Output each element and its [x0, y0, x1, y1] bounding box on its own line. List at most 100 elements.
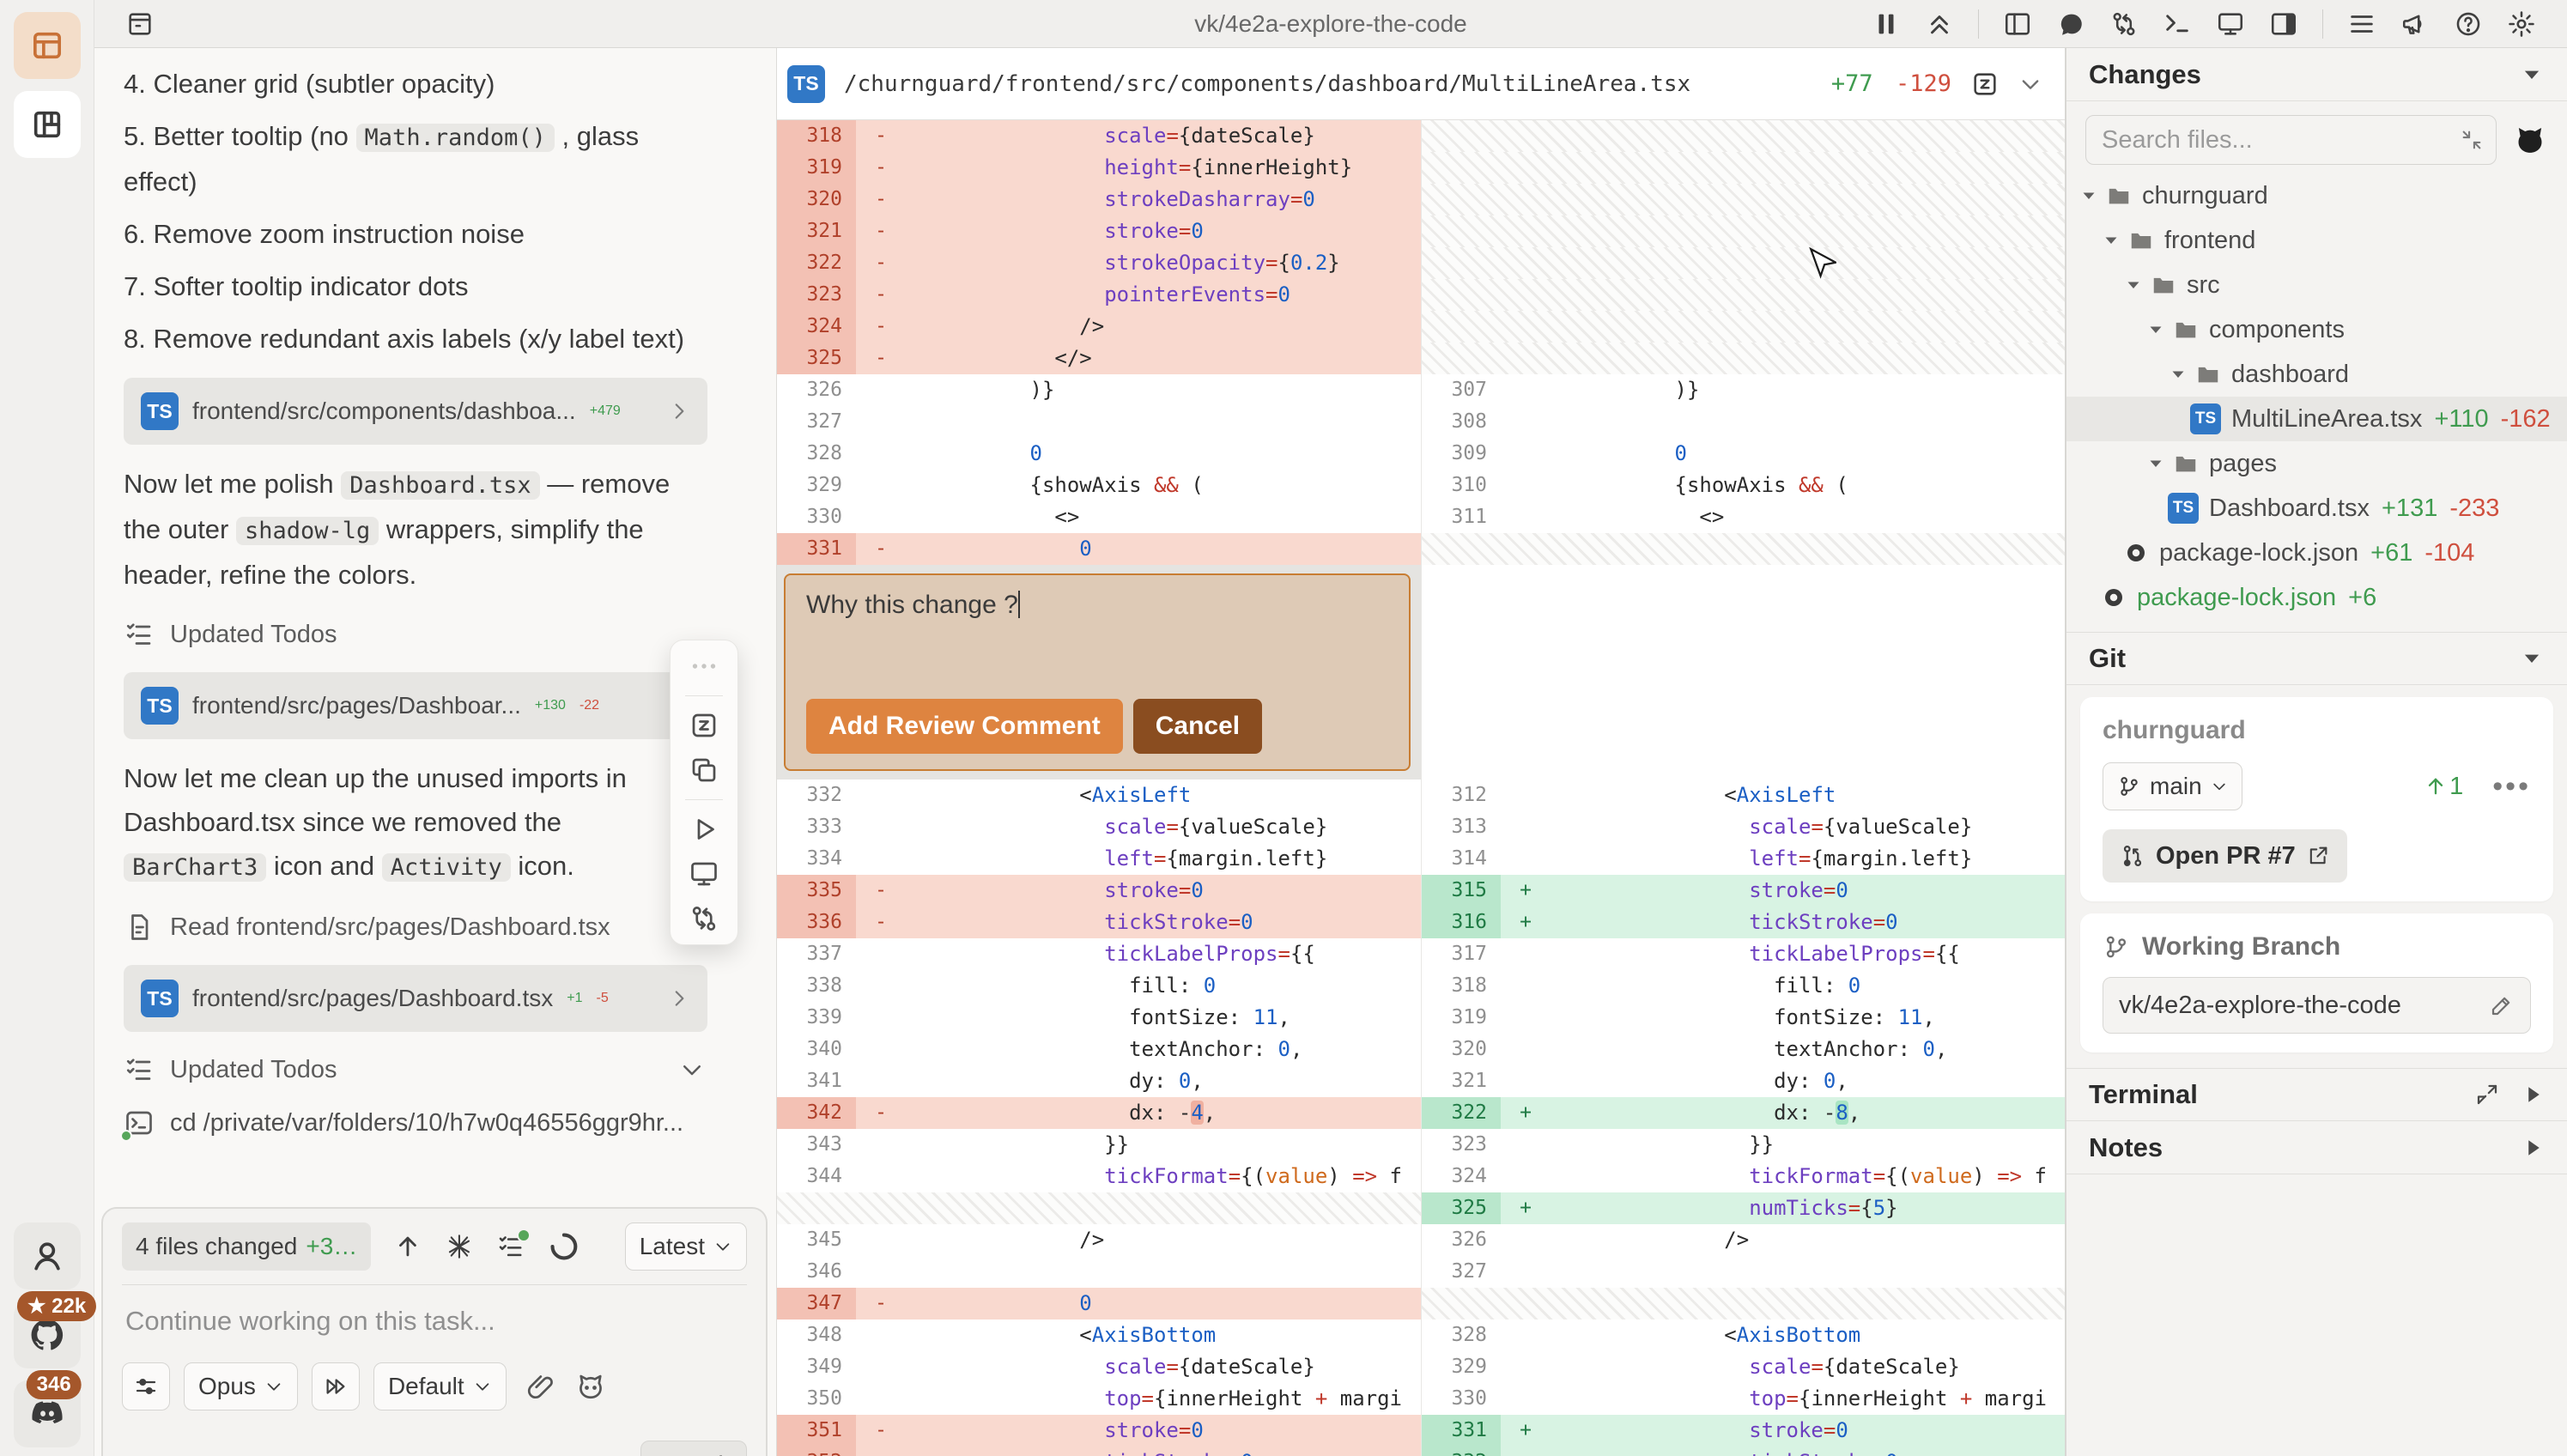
chevrons-up-icon[interactable] [1925, 9, 1954, 39]
diff-line-ctx[interactable]: 317 tickLabelProps={{ [1421, 938, 2065, 970]
browser-tab-icon[interactable] [125, 9, 155, 39]
cancel-comment-button[interactable]: Cancel [1133, 699, 1262, 754]
todos-row[interactable]: Updated Todos [124, 619, 707, 650]
todos-row[interactable]: Updated Todos [124, 1054, 707, 1085]
search-input[interactable]: Search files... [2085, 115, 2497, 165]
diff-line-ctx[interactable]: 327 [1421, 1256, 2065, 1288]
diff-line-ctx[interactable]: 318 fill: 0 [1421, 970, 2065, 1002]
diff-line-ctx[interactable]: 350 top={innerHeight + margi [777, 1383, 1421, 1415]
settings-sliders-button[interactable] [122, 1362, 170, 1410]
diff-line-ctx[interactable]: 330 top={innerHeight + margi [1421, 1383, 2065, 1415]
rail-button-layout-dashboard[interactable] [14, 12, 81, 79]
rail-button-discord[interactable]: 346 [14, 1380, 81, 1447]
git-compare-icon[interactable] [689, 903, 719, 934]
diff-line-del[interactable]: 322 - strokeOpacity={0.2} [777, 247, 1421, 279]
working-branch-field[interactable]: vk/4e2a-explore-the-code [2103, 977, 2531, 1034]
diff-line-del[interactable]: 318 - scale={dateScale} [777, 120, 1421, 152]
attach-icon[interactable] [525, 1371, 556, 1402]
spark-icon[interactable] [445, 1232, 474, 1261]
diff-line-ctx[interactable]: 308 [1421, 406, 2065, 438]
comment-input[interactable]: Why this change ? [806, 591, 1388, 620]
grip-dots-icon[interactable] [689, 651, 719, 682]
diff-line-del[interactable]: 352 - tickStroke=0 [777, 1447, 1421, 1456]
cat-icon[interactable] [575, 1371, 606, 1402]
diff-line-add[interactable]: 331 + stroke=0 [1421, 1415, 2065, 1447]
diff-line-ctx[interactable]: 328 0 [777, 438, 1421, 470]
diff-line-ctx[interactable]: 332 <AxisLeft [777, 780, 1421, 811]
panel-right-icon[interactable] [2269, 9, 2298, 39]
diff-line-ctx[interactable]: 349 scale={dateScale} [777, 1351, 1421, 1383]
diff-line-add[interactable]: 325 + numTicks={5} [1421, 1192, 2065, 1224]
diff-line-del[interactable]: 351 - stroke=0 [777, 1415, 1421, 1447]
diff-line-del[interactable]: 335 - stroke=0 [777, 875, 1421, 907]
pen-icon[interactable] [115, 1453, 149, 1456]
help-icon[interactable] [2454, 9, 2483, 39]
chat-bubble-icon[interactable] [2056, 9, 2085, 39]
tree-caret-icon[interactable] [2168, 364, 2188, 385]
diff-line-del[interactable]: 323 - pointerEvents=0 [777, 279, 1421, 311]
monitor-icon[interactable] [2216, 9, 2245, 39]
diff-mode-icon[interactable] [1970, 70, 2000, 99]
diff-line-ctx[interactable]: 328 <AxisBottom [1421, 1320, 2065, 1351]
tree-item-Dashboard.tsx[interactable]: TSDashboard.tsx +131 -233 [2066, 486, 2567, 531]
terminal-command-row[interactable]: cd /private/var/folders/10/h7w0q46556ggr… [124, 1107, 707, 1138]
diff-line-ctx[interactable]: 348 <AxisBottom [777, 1320, 1421, 1351]
diff-line-del[interactable]: 324 - /> [777, 311, 1421, 343]
diff-line-ctx[interactable]: 314 left={margin.left} [1421, 843, 2065, 875]
diff-line-del[interactable]: 331 - 0 [777, 533, 1421, 565]
copy-icon[interactable] [689, 755, 719, 786]
fast-forward-button[interactable] [312, 1362, 360, 1410]
diff-line-del[interactable]: 347 - 0 [777, 1288, 1421, 1320]
diff-line-ctx[interactable]: 341 dy: 0, [777, 1065, 1421, 1097]
open-pr-button[interactable]: Open PR #7 [2103, 829, 2347, 883]
message-input[interactable]: Continue working on this task... [125, 1306, 747, 1337]
diff-line-ctx[interactable]: 329 {showAxis && ( [777, 470, 1421, 501]
git-more-menu[interactable]: ••• [2492, 770, 2531, 804]
play-icon[interactable] [689, 814, 719, 845]
git-section-header[interactable]: Git [2066, 632, 2567, 685]
tree-item-frontend[interactable]: frontend [2066, 218, 2567, 263]
diff-line-ctx[interactable]: 309 0 [1421, 438, 2065, 470]
diff-line-ctx[interactable]: 329 scale={dateScale} [1421, 1351, 2065, 1383]
diff-line-del[interactable]: 336 - tickStroke=0 [777, 907, 1421, 938]
diff-line-del[interactable]: 320 - strokeDasharray=0 [777, 184, 1421, 215]
diff-line-ctx[interactable]: 311 <> [1421, 501, 2065, 533]
diff-line-ctx[interactable]: 330 <> [777, 501, 1421, 533]
diff-line-ctx[interactable]: 319 fontSize: 11, [1421, 1002, 2065, 1034]
settings-icon[interactable] [2507, 9, 2536, 39]
pause-icon[interactable] [1872, 9, 1901, 39]
diff-line-add[interactable]: 315 + stroke=0 [1421, 875, 2065, 907]
add-review-comment-button[interactable]: Add Review Comment [806, 699, 1123, 754]
file-change-chip[interactable]: TS frontend/src/components/dashboa... +4… [124, 378, 707, 445]
diff-line-ctx[interactable]: 307 )} [1421, 374, 2065, 406]
tree-item-dashboard[interactable]: dashboard [2066, 352, 2567, 397]
diff-line-ctx[interactable]: 321 dy: 0, [1421, 1065, 2065, 1097]
changes-section-header[interactable]: Changes [2066, 48, 2567, 101]
menu-icon[interactable] [2347, 9, 2376, 39]
diff-line-ctx[interactable]: 344 tickFormat={(value) => f [777, 1161, 1421, 1192]
collapse-tree-icon[interactable] [2460, 128, 2484, 152]
diff-line-ctx[interactable]: 339 fontSize: 11, [777, 1002, 1421, 1034]
diff-line-ctx[interactable]: 326 /> [1421, 1224, 2065, 1256]
model-select[interactable]: Opus [184, 1362, 298, 1410]
monitor-icon[interactable] [689, 858, 719, 889]
diff-line-del[interactable]: 325 - </> [777, 343, 1421, 374]
diff-line-add[interactable]: 316 + tickStroke=0 [1421, 907, 2065, 938]
tree-caret-icon[interactable] [2123, 275, 2144, 295]
diff-line-ctx[interactable]: 312 <AxisLeft [1421, 780, 2065, 811]
diff-line-del[interactable]: 319 - height={innerHeight} [777, 152, 1421, 184]
diff-line-ctx[interactable]: 327 [777, 406, 1421, 438]
file-change-chip[interactable]: TS frontend/src/pages/Dashboard.tsx +1 -… [124, 965, 707, 1032]
cat-icon[interactable] [2512, 122, 2548, 158]
files-changed-chip[interactable]: 4 files changed +3… [122, 1222, 371, 1271]
rail-button-github[interactable]: ★ 22k [14, 1301, 81, 1368]
megaphone-icon[interactable] [2400, 9, 2430, 39]
diff-line-add[interactable]: 332 + tickStroke=0 [1421, 1447, 2065, 1456]
collapse-file-icon[interactable] [2018, 72, 2042, 96]
panel-left-icon[interactable] [2003, 9, 2032, 39]
diff-line-ctx[interactable]: 324 tickFormat={(value) => f [1421, 1161, 2065, 1192]
todos-indicator-icon[interactable] [496, 1232, 525, 1261]
tree-item-package-lock.json[interactable]: package-lock.json +6 [2066, 575, 2567, 620]
tree-item-pages[interactable]: pages [2066, 441, 2567, 486]
tree-caret-icon[interactable] [2145, 453, 2166, 474]
